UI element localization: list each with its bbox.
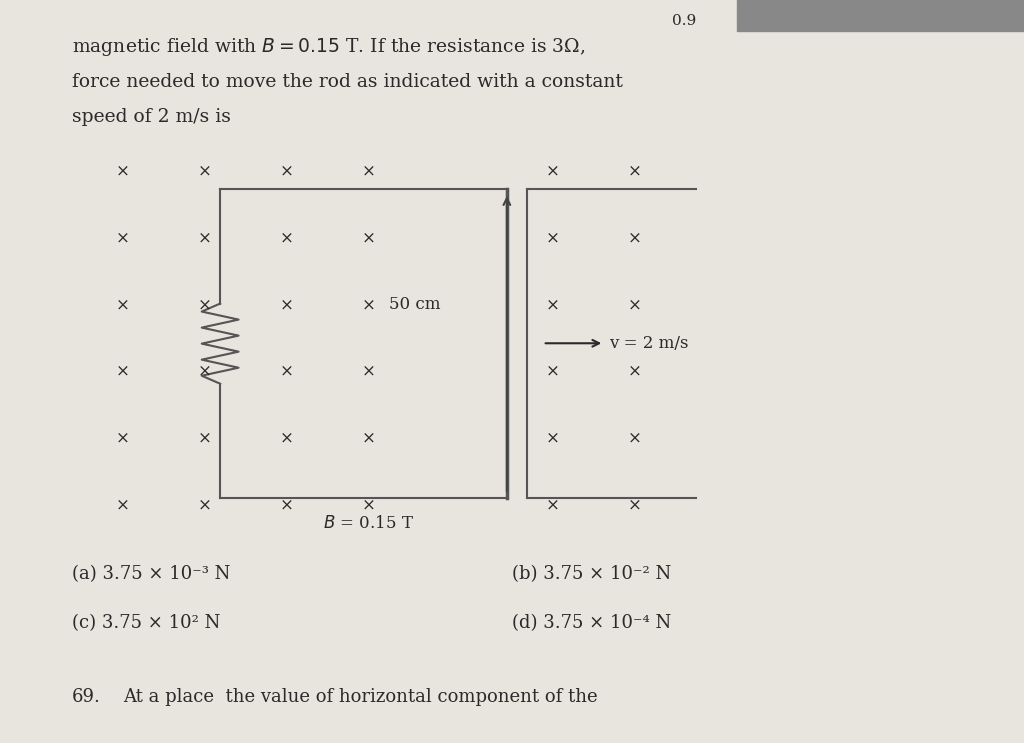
Text: ×: × (198, 363, 212, 380)
Text: 50 cm: 50 cm (389, 296, 440, 313)
Text: magnetic field with $B = 0.15$ T. If the resistance is 3Ω,: magnetic field with $B = 0.15$ T. If the… (72, 36, 586, 58)
Text: ×: × (361, 497, 376, 513)
Text: ×: × (280, 363, 294, 380)
Text: ×: × (116, 163, 130, 179)
Text: ×: × (280, 163, 294, 179)
Text: ×: × (361, 363, 376, 380)
Text: ×: × (280, 230, 294, 246)
Text: ×: × (280, 430, 294, 447)
Text: ×: × (116, 430, 130, 447)
Text: ×: × (280, 296, 294, 313)
Text: At a place  the value of horizontal component of the: At a place the value of horizontal compo… (123, 688, 598, 706)
Text: ×: × (361, 296, 376, 313)
Text: ×: × (361, 163, 376, 179)
Text: (c) 3.75 × 10² N: (c) 3.75 × 10² N (72, 614, 220, 632)
Text: ×: × (546, 363, 560, 380)
Text: ×: × (198, 163, 212, 179)
Text: (b) 3.75 × 10⁻² N: (b) 3.75 × 10⁻² N (512, 565, 672, 583)
Text: (a) 3.75 × 10⁻³ N: (a) 3.75 × 10⁻³ N (72, 565, 230, 583)
Text: ×: × (628, 230, 642, 246)
Text: ×: × (116, 363, 130, 380)
Text: ×: × (628, 430, 642, 447)
Text: $B$ = 0.15 T: $B$ = 0.15 T (323, 516, 414, 532)
Text: ×: × (628, 363, 642, 380)
Text: ×: × (361, 430, 376, 447)
Text: ×: × (546, 163, 560, 179)
Text: ×: × (198, 497, 212, 513)
Text: ×: × (546, 497, 560, 513)
Text: ×: × (198, 296, 212, 313)
Text: ×: × (546, 430, 560, 447)
Text: ×: × (198, 430, 212, 447)
Text: ×: × (116, 497, 130, 513)
Bar (737, 0, 1024, 31)
Text: 0.9: 0.9 (672, 14, 696, 27)
Text: ×: × (116, 296, 130, 313)
Text: force needed to move the rod as indicated with a constant: force needed to move the rod as indicate… (72, 73, 623, 91)
Text: ×: × (628, 497, 642, 513)
Text: ×: × (280, 497, 294, 513)
Text: speed of 2 m/s is: speed of 2 m/s is (72, 108, 230, 126)
Text: 69.: 69. (72, 688, 100, 706)
Text: ×: × (116, 230, 130, 246)
Text: v = 2 m/s: v = 2 m/s (609, 335, 689, 351)
Text: ×: × (198, 230, 212, 246)
Text: ×: × (546, 296, 560, 313)
Text: ×: × (361, 230, 376, 246)
Text: ×: × (628, 296, 642, 313)
Text: (d) 3.75 × 10⁻⁴ N: (d) 3.75 × 10⁻⁴ N (512, 614, 672, 632)
Text: ×: × (628, 163, 642, 179)
Text: ×: × (546, 230, 560, 246)
